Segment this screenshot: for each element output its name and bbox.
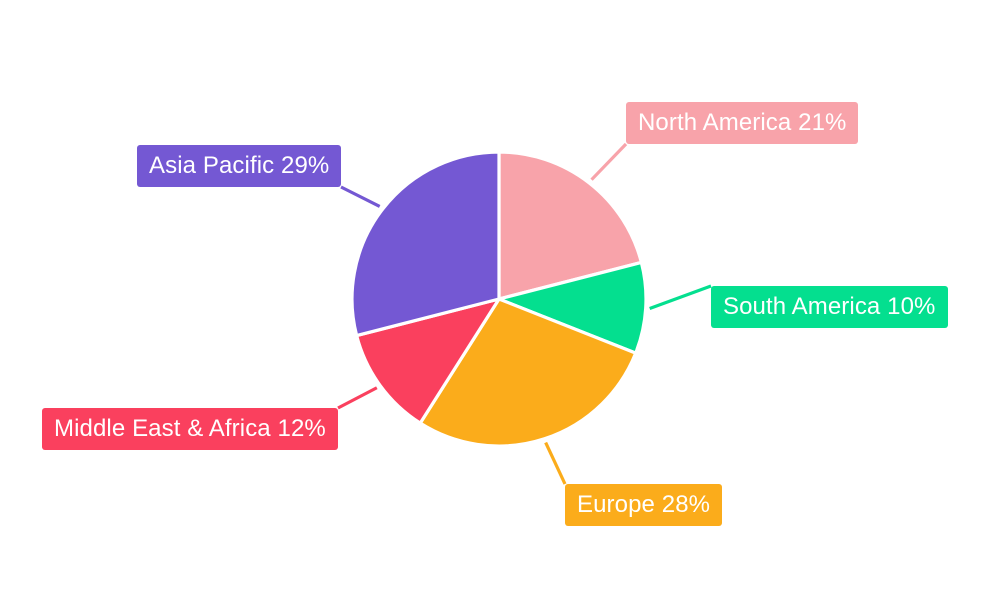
pie-slice-asia-pacific[interactable] [350, 150, 501, 338]
leader-lines [337, 142, 712, 485]
slice-label-south-america[interactable]: South America 10% [711, 286, 948, 328]
pie-slice-south-america[interactable] [493, 260, 648, 356]
pie-slice-north-america[interactable] [497, 150, 644, 302]
slice-label-north-america[interactable]: North America 21% [626, 102, 859, 144]
slice-label-asia-pacific-text: Asia Pacific 29% [149, 152, 330, 179]
slice-label-europe[interactable]: Europe 28% [565, 484, 723, 526]
slice-label-europe-text: Europe 28% [577, 491, 711, 518]
leader-line-south-america [649, 284, 712, 310]
leader-line-middle-east-africa [337, 386, 378, 410]
pie-slices [350, 150, 648, 448]
pie-slice-middle-east-africa[interactable] [354, 296, 503, 426]
leader-line-asia-pacific [340, 185, 381, 208]
slice-label-middle-east-africa[interactable]: Middle East & Africa 12% [42, 408, 338, 450]
leader-line-north-america [590, 142, 628, 181]
pie-slice-europe[interactable] [418, 297, 638, 448]
slice-label-middle-east-africa-text: Middle East & Africa 12% [54, 415, 326, 442]
slice-label-north-america-text: North America 21% [638, 109, 847, 136]
slice-label-asia-pacific[interactable]: Asia Pacific 29% [137, 145, 342, 187]
leader-line-europe [544, 441, 567, 485]
slice-label-south-america-text: South America 10% [723, 293, 936, 320]
